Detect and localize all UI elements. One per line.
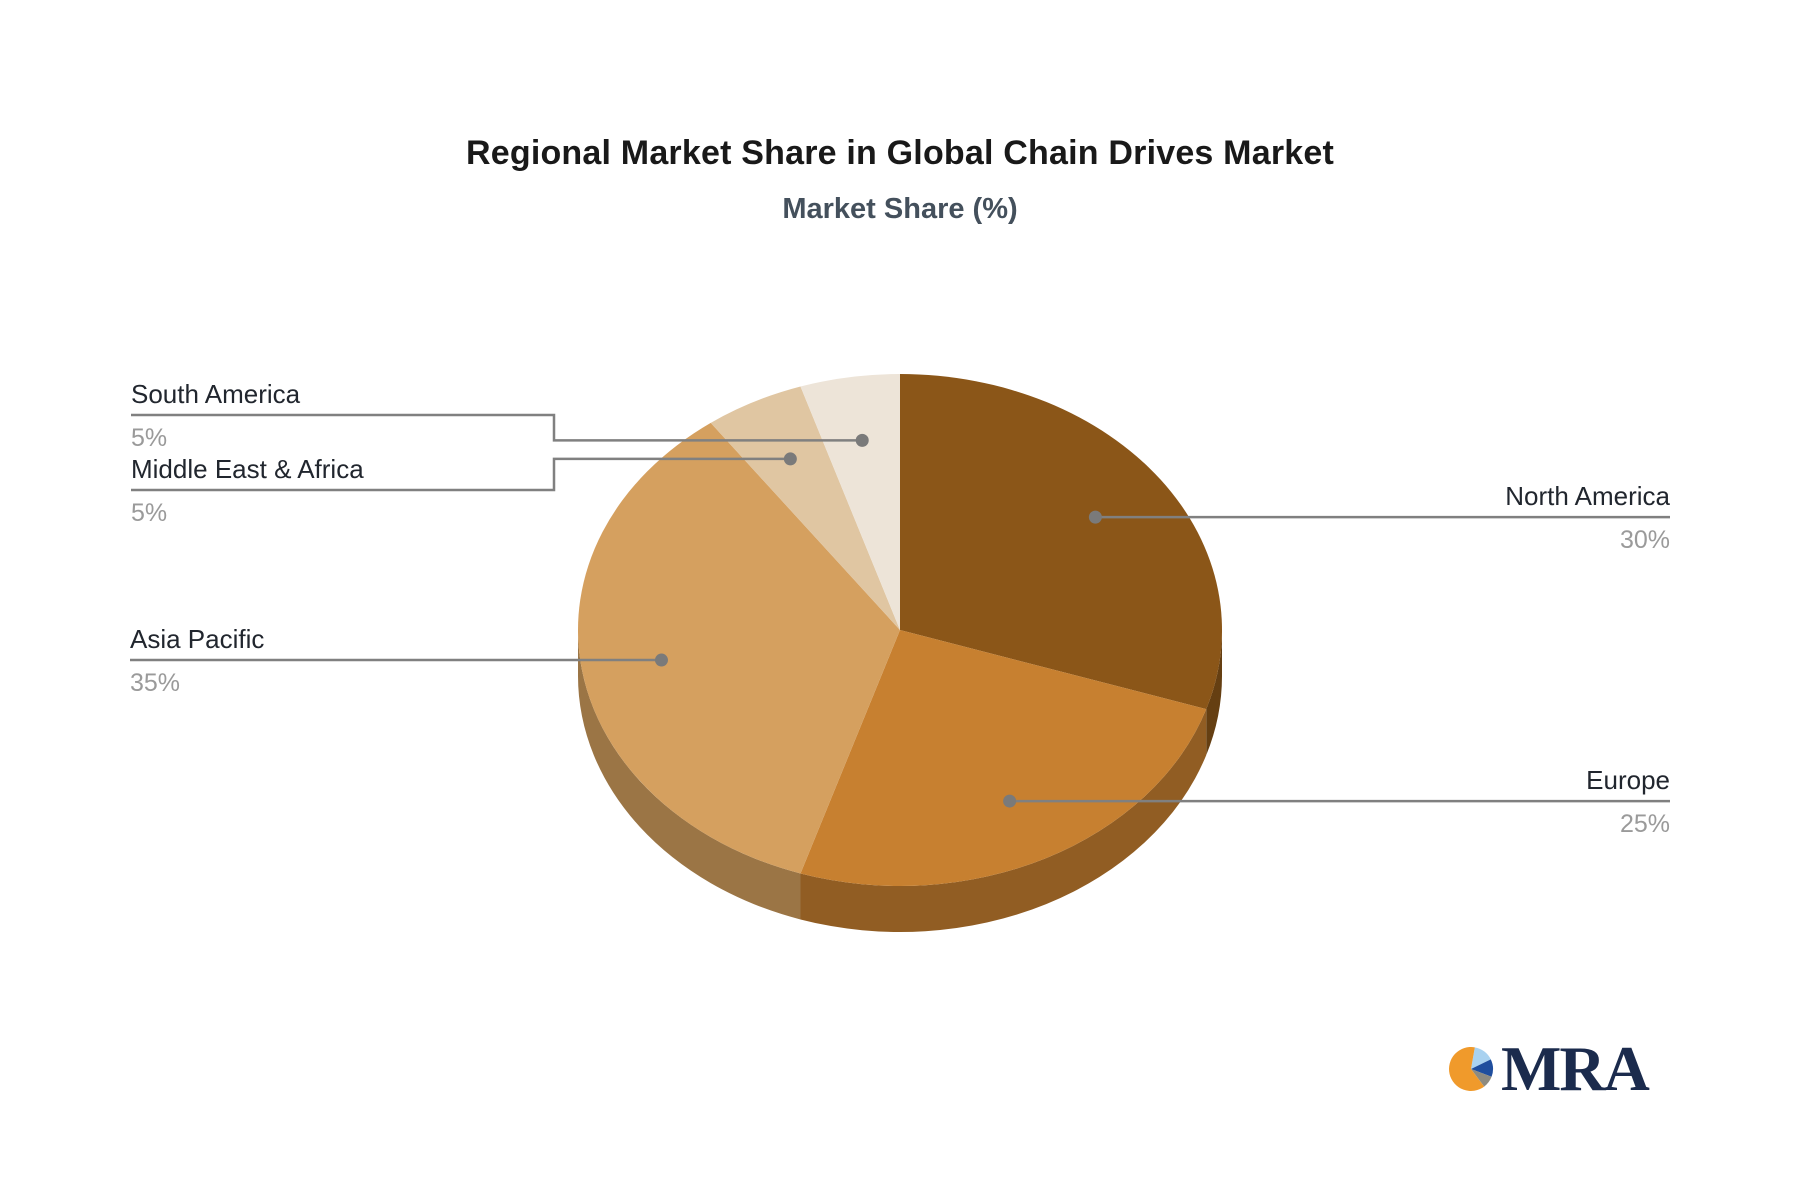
- anchor-dot-europe: [1003, 794, 1017, 808]
- pie-slice-side-asia-pacific: [578, 630, 801, 920]
- logo-pie-segment-1: [1471, 1059, 1493, 1077]
- logo-pie-segment-2: [1471, 1069, 1492, 1087]
- pie-slice-europe[interactable]: [800, 630, 1207, 886]
- leader-line-middle-east-africa: [131, 457, 791, 492]
- pie-slice-side-north-america: [1206, 630, 1222, 756]
- pie-slice-side-europe: [800, 709, 1207, 932]
- brand-name: MRA: [1501, 1033, 1650, 1104]
- pie-slice-middle-east-africa[interactable]: [710, 386, 900, 630]
- leader-line-south-america: [131, 413, 863, 442]
- pie-slice-south-america[interactable]: [800, 374, 900, 630]
- anchor-dot-south-america: [855, 433, 869, 447]
- pie-slice-asia-pacific[interactable]: [578, 422, 900, 874]
- pie-chart-icon: [1449, 1047, 1493, 1091]
- chart-title: Regional Market Share in Global Chain Dr…: [465, 134, 1334, 172]
- anchor-dot-middle-east-africa: [783, 452, 797, 466]
- logo-pie-segment-0: [1471, 1047, 1491, 1069]
- pie-slice-north-america[interactable]: [900, 374, 1223, 710]
- brand-logo: MRA: [1448, 1033, 1650, 1104]
- anchor-dot-asia-pacific: [654, 653, 668, 667]
- logo-pie-segment-3: [1449, 1047, 1485, 1091]
- chart-subtitle: Market Share (%): [782, 193, 1018, 225]
- anchor-dot-north-america: [1088, 510, 1102, 524]
